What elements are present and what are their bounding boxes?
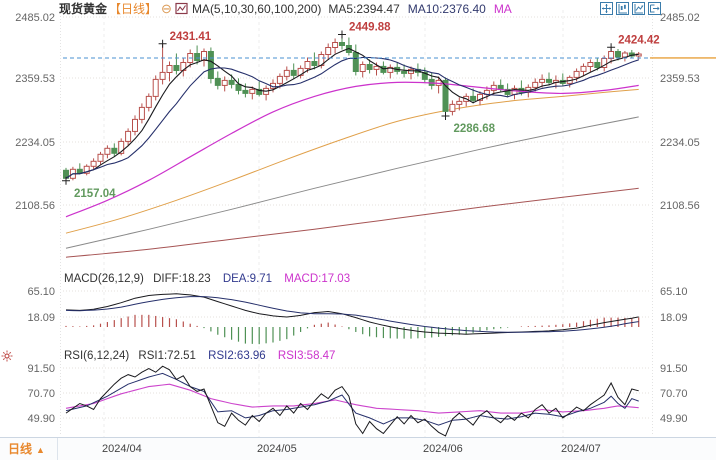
ma-line-ma200: [65, 187, 639, 258]
axis-bar-separator: [57, 438, 58, 460]
price-marker-cross: [607, 43, 616, 52]
price-marker-cross: [338, 30, 346, 39]
price-annotations: 2431.41 2449.88 2424.42 2157.04 2286.68: [62, 22, 660, 200]
price-marker-cross: [62, 176, 70, 185]
ma-fast-lines: [65, 47, 639, 218]
y-axis-label: 2359.53: [660, 73, 700, 85]
rsi3-label: RSI3:58.47: [277, 350, 336, 362]
axis-trend-icon[interactable]: [632, 2, 645, 15]
up-arrow-icon: ▲: [36, 445, 45, 455]
crosshair-pan-icon[interactable]: [600, 2, 613, 15]
price-annotation-high: 2424.42: [618, 34, 660, 46]
x-axis-month-label: 2024/07: [561, 443, 601, 455]
symbol-name[interactable]: 现货黄金: [59, 2, 108, 16]
y-axis-label: 91.50: [27, 363, 55, 375]
chart-toolbar: [600, 2, 661, 15]
y-axis-label: 18.09: [660, 312, 688, 324]
y-axis-label: 2234.05: [15, 137, 55, 149]
macd-diff-label: DIFF:18.23: [153, 273, 211, 285]
y-axis-label: 2485.02: [660, 12, 700, 24]
y-axis-label: 70.70: [660, 388, 688, 400]
macd-title[interactable]: MACD(26,12,9): [64, 273, 144, 285]
y-axis-label: 65.10: [660, 286, 688, 298]
rsi1-label: RSI1:72.51: [138, 350, 196, 362]
macd-pane: [65, 293, 640, 345]
y-axis-label: 49.90: [660, 413, 688, 425]
period-tag[interactable]: 【日线】: [109, 2, 158, 16]
y-axis-label: 2108.56: [660, 200, 700, 212]
chart-header: 现货黄金 【日线】 ⊖ MA(5,10,30,60,100,200) MA5:239…: [59, 1, 512, 17]
ma-line-ma60: [65, 88, 639, 234]
rsi-pane: [65, 365, 639, 437]
indicator-settings-icon[interactable]: [1, 349, 13, 362]
exit-chart-icon[interactable]: [648, 2, 661, 15]
price-annotation-low: 2286.68: [454, 123, 496, 135]
price-annotation-low: 2157.04: [74, 188, 116, 200]
rsi-pane-header: RSI(6,12,24) RSI1:72.51 RSI2:63.96 RSI3:…: [64, 350, 335, 362]
y-axis-label: 65.10: [27, 286, 55, 298]
ma-line-ma30: [65, 81, 639, 218]
y-axis-label: 49.90: [27, 413, 55, 425]
y-axis-label: 2485.02: [15, 12, 55, 24]
y-axis-label: 2359.53: [15, 73, 55, 85]
rsi2-label: RSI2:63.96: [208, 350, 266, 362]
x-axis-month-label: 2024/06: [423, 443, 463, 455]
ma10-value-label: MA10:2376.40: [407, 1, 486, 16]
price-annotation-high: 2431.41: [170, 31, 212, 43]
grid-lines: [60, 10, 653, 437]
macd-pane-header: MACD(26,12,9) DIFF:18.23 DEA:9.71 MACD:1…: [64, 273, 350, 285]
ma30-value-label-truncated: MA: [493, 1, 512, 16]
ma5-value-label: MA5:2394.47: [328, 1, 400, 16]
x-axis-month-label: 2024/04: [102, 443, 142, 455]
ma-slow-lines: [65, 88, 639, 258]
y-axis-label: 18.09: [27, 312, 55, 324]
kline-chart-icon[interactable]: [175, 2, 188, 15]
time-axis-bar: 日线 ▲ 2024/04 2024/05 2024/06 2024/07: [0, 437, 716, 460]
y-axis-label: 2234.05: [660, 137, 700, 149]
candlestick-series: [63, 34, 642, 181]
y-axis-label: 2108.56: [15, 200, 55, 212]
price-marker-cross: [158, 39, 167, 48]
period-selector[interactable]: 日线 ▲: [8, 442, 45, 456]
ma-line-ma100: [65, 116, 639, 249]
rsi-title[interactable]: RSI(6,12,24): [64, 350, 130, 362]
collapse-icon[interactable]: ⊖: [161, 1, 172, 16]
macd-dea-label: DEA:9.71: [222, 273, 273, 285]
x-axis-month-label: 2024/05: [257, 443, 297, 455]
y-axis-label: 70.70: [27, 388, 55, 400]
price-marker-cross: [441, 112, 450, 121]
y-axis-labels: 2485.02 2485.02 2359.53 2359.53 2234.05 2234.…: [15, 12, 700, 425]
axis-candle-icon[interactable]: [616, 2, 629, 15]
ma-settings-label: MA(5,10,30,60,100,200): [191, 1, 322, 16]
price-annotation-high: 2449.88: [349, 22, 391, 34]
macd-value-label: MACD:17.03: [284, 273, 351, 285]
y-axis-label: 91.50: [660, 363, 688, 375]
